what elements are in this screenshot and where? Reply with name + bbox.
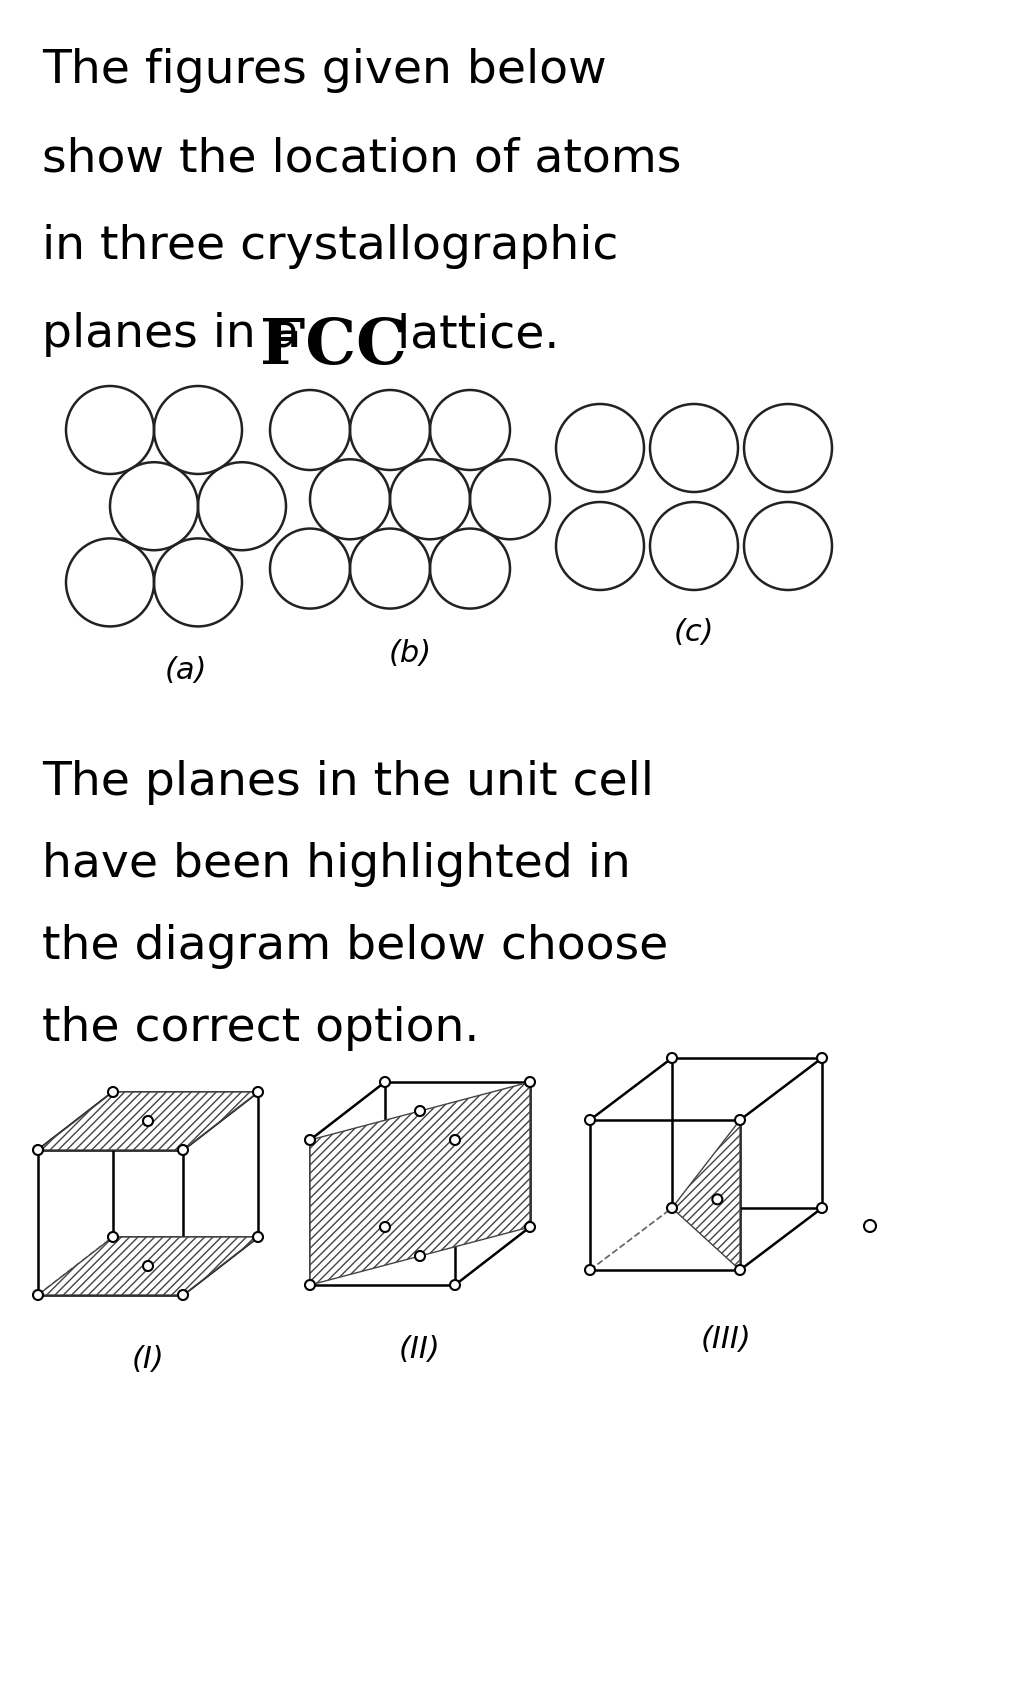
Text: (a): (a) (165, 657, 207, 686)
Circle shape (525, 1222, 535, 1233)
Circle shape (33, 1290, 43, 1300)
Circle shape (667, 1053, 677, 1063)
Circle shape (305, 1280, 315, 1290)
Circle shape (735, 1265, 745, 1275)
Text: lattice.: lattice. (382, 312, 559, 357)
Text: The planes in the unit cell: The planes in the unit cell (42, 760, 654, 804)
Text: (III): (III) (700, 1326, 752, 1354)
Text: in three crystallographic: in three crystallographic (42, 223, 618, 269)
Text: (c): (c) (674, 618, 715, 647)
Text: (II): (II) (399, 1336, 441, 1365)
Polygon shape (38, 1092, 258, 1150)
Circle shape (143, 1261, 153, 1271)
Text: the diagram below choose: the diagram below choose (42, 924, 669, 968)
Circle shape (253, 1087, 263, 1097)
Text: (b): (b) (388, 638, 431, 667)
Circle shape (450, 1134, 460, 1144)
Circle shape (178, 1290, 188, 1300)
Circle shape (735, 1116, 745, 1126)
Circle shape (817, 1053, 827, 1063)
Circle shape (585, 1116, 595, 1126)
Circle shape (525, 1077, 535, 1087)
Text: the correct option.: the correct option. (42, 1006, 479, 1051)
Circle shape (585, 1265, 595, 1275)
Circle shape (415, 1106, 425, 1116)
Circle shape (253, 1233, 263, 1243)
Circle shape (143, 1116, 153, 1126)
Text: show the location of atoms: show the location of atoms (42, 135, 681, 181)
Circle shape (713, 1194, 722, 1204)
Circle shape (108, 1087, 118, 1097)
Circle shape (450, 1280, 460, 1290)
Circle shape (33, 1144, 43, 1155)
Circle shape (380, 1077, 390, 1087)
Text: FCC: FCC (260, 317, 407, 378)
Circle shape (667, 1204, 677, 1212)
Text: have been highlighted in: have been highlighted in (42, 841, 631, 887)
Circle shape (817, 1204, 827, 1212)
Circle shape (380, 1222, 390, 1233)
Text: The figures given below: The figures given below (42, 47, 606, 93)
Polygon shape (672, 1121, 740, 1270)
Polygon shape (310, 1082, 530, 1285)
Text: (I): (I) (132, 1344, 165, 1375)
Circle shape (108, 1233, 118, 1243)
Circle shape (864, 1221, 876, 1233)
Circle shape (305, 1134, 315, 1144)
Circle shape (178, 1144, 188, 1155)
Circle shape (415, 1251, 425, 1261)
Polygon shape (38, 1238, 258, 1295)
Text: planes in a: planes in a (42, 312, 314, 357)
